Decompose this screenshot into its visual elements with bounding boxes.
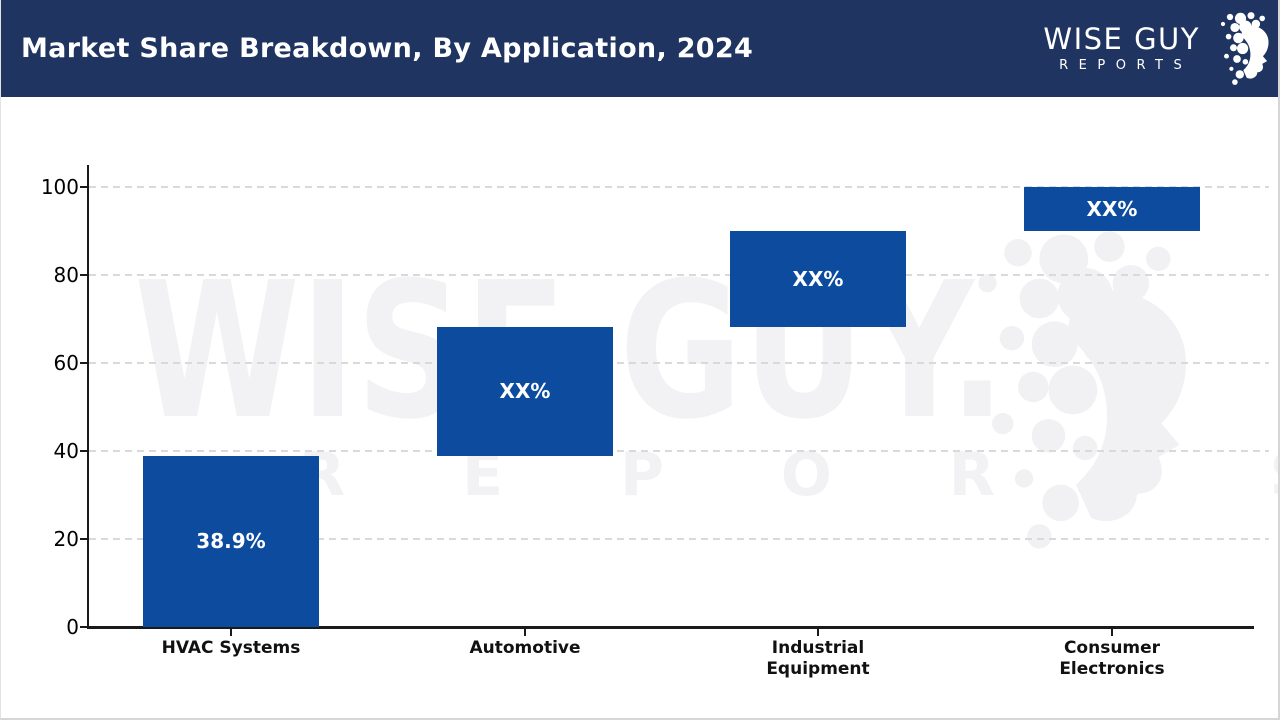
x-category-label: HVAC Systems <box>161 638 301 658</box>
dotted-head-icon <box>1202 10 1272 87</box>
x-tick-mark <box>524 629 526 636</box>
y-tick-mark <box>80 362 87 364</box>
y-tick-label: 0 <box>66 615 79 639</box>
header-bar: Market Share Breakdown, By Application, … <box>1 0 1278 97</box>
gridline <box>89 538 1269 540</box>
gridline <box>89 274 1269 276</box>
bar-value-label: XX% <box>499 379 551 404</box>
bar-value-label: XX% <box>1086 197 1138 221</box>
y-tick-label: 60 <box>53 351 79 375</box>
bar-value-label: 38.9% <box>196 529 266 554</box>
y-tick-label: 40 <box>53 439 79 463</box>
logo-text: WISE GUY REPORTS <box>1043 22 1200 73</box>
y-tick-label: 80 <box>53 263 79 287</box>
x-category-label: Consumer Electronics <box>1059 638 1165 679</box>
bar-value-label: XX% <box>792 266 844 291</box>
y-tick-label: 100 <box>40 175 79 199</box>
bar-consumer-electronics: XX% <box>1024 187 1200 231</box>
x-tick-mark <box>1111 629 1113 636</box>
y-tick-mark <box>80 274 87 276</box>
x-category-label: Industrial Equipment <box>766 638 870 679</box>
bar-hvac-systems: 38.9% <box>143 455 319 627</box>
logo-subtitle: REPORTS <box>1059 58 1193 73</box>
wise-guy-reports-logo: WISE GUY REPORTS <box>1043 10 1272 87</box>
y-tick-mark <box>80 626 87 628</box>
x-axis-line <box>87 626 1254 629</box>
y-tick-mark <box>80 450 87 452</box>
gridline <box>89 362 1269 364</box>
gridline <box>89 450 1269 452</box>
y-tick-mark <box>80 186 87 188</box>
logo-wordmark: WISE GUY <box>1043 22 1200 56</box>
x-category-label: Automotive <box>469 638 581 658</box>
y-tick-mark <box>80 538 87 540</box>
page-title: Market Share Breakdown, By Application, … <box>21 33 754 64</box>
y-tick-label: 20 <box>53 527 79 551</box>
gridline <box>89 186 1269 188</box>
bar-industrial-equipment: XX% <box>730 231 906 327</box>
y-axis-line <box>87 165 89 628</box>
x-tick-mark <box>817 629 819 636</box>
bar-automotive: XX% <box>437 326 613 456</box>
x-tick-mark <box>230 629 232 636</box>
